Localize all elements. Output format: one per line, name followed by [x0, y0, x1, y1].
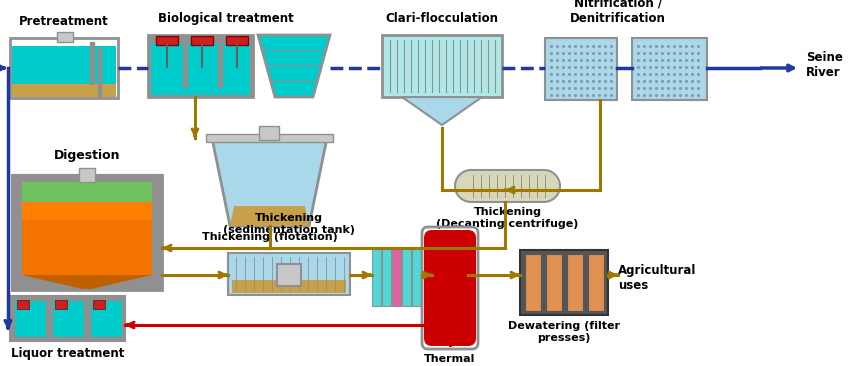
Text: Digestion: Digestion	[54, 149, 120, 162]
Bar	[402, 248, 411, 306]
Bar	[52, 300, 84, 337]
Bar	[520, 250, 608, 315]
Polygon shape	[12, 175, 162, 193]
Bar	[226, 36, 248, 45]
Bar	[55, 300, 67, 309]
Text: Thermal
conditioning: Thermal conditioning	[411, 354, 489, 366]
Polygon shape	[230, 206, 309, 226]
Bar	[90, 300, 122, 337]
Bar	[218, 43, 222, 87]
Polygon shape	[402, 97, 482, 125]
Bar	[206, 134, 333, 142]
Bar	[382, 248, 391, 306]
Bar	[22, 220, 152, 275]
Bar	[12, 175, 162, 290]
Bar	[22, 182, 152, 275]
Bar	[14, 300, 46, 337]
Polygon shape	[258, 35, 330, 97]
Bar	[151, 43, 250, 95]
Bar	[79, 168, 95, 182]
Bar	[392, 248, 401, 306]
Bar	[12, 46, 116, 96]
Bar	[57, 32, 73, 42]
Text: Agricultural
uses: Agricultural uses	[618, 264, 696, 292]
Bar	[372, 248, 381, 306]
Bar	[545, 38, 617, 100]
Text: Thickening
(Decanting centrifuge): Thickening (Decanting centrifuge)	[436, 207, 579, 229]
Bar	[382, 35, 502, 97]
Bar	[98, 48, 101, 96]
Text: Thickening (flotation): Thickening (flotation)	[201, 232, 337, 242]
Bar	[90, 42, 94, 84]
Bar	[22, 182, 152, 202]
Text: Thickening
(sedimentation tank): Thickening (sedimentation tank)	[223, 213, 355, 235]
Text: Liquor treatment: Liquor treatment	[11, 347, 124, 360]
Bar	[10, 296, 125, 341]
Text: Seine
River: Seine River	[806, 51, 843, 79]
Polygon shape	[22, 275, 152, 290]
Bar	[525, 254, 541, 311]
Bar	[191, 36, 213, 45]
Text: Dewatering (filter
presses): Dewatering (filter presses)	[508, 321, 620, 343]
Bar	[12, 175, 162, 290]
Bar	[232, 280, 346, 293]
Bar	[10, 38, 118, 98]
FancyBboxPatch shape	[424, 230, 476, 346]
Text: Biological treatment: Biological treatment	[157, 12, 293, 25]
Text: Nitrification /
Denitrification: Nitrification / Denitrification	[570, 0, 666, 25]
Polygon shape	[455, 170, 560, 202]
Bar	[588, 254, 604, 311]
Bar	[228, 253, 350, 295]
Bar	[632, 38, 707, 100]
Text: Pretreatment: Pretreatment	[19, 15, 109, 28]
Bar	[156, 36, 178, 45]
Polygon shape	[212, 138, 327, 226]
Bar	[183, 43, 187, 87]
Text: Clari-flocculation: Clari-flocculation	[386, 12, 498, 25]
Bar	[259, 126, 279, 140]
Bar	[567, 254, 583, 311]
Bar	[277, 264, 301, 286]
Bar	[148, 35, 253, 97]
Bar	[12, 84, 116, 97]
Bar	[93, 300, 105, 309]
Bar	[17, 300, 29, 309]
Bar	[412, 248, 421, 306]
Bar	[546, 254, 562, 311]
